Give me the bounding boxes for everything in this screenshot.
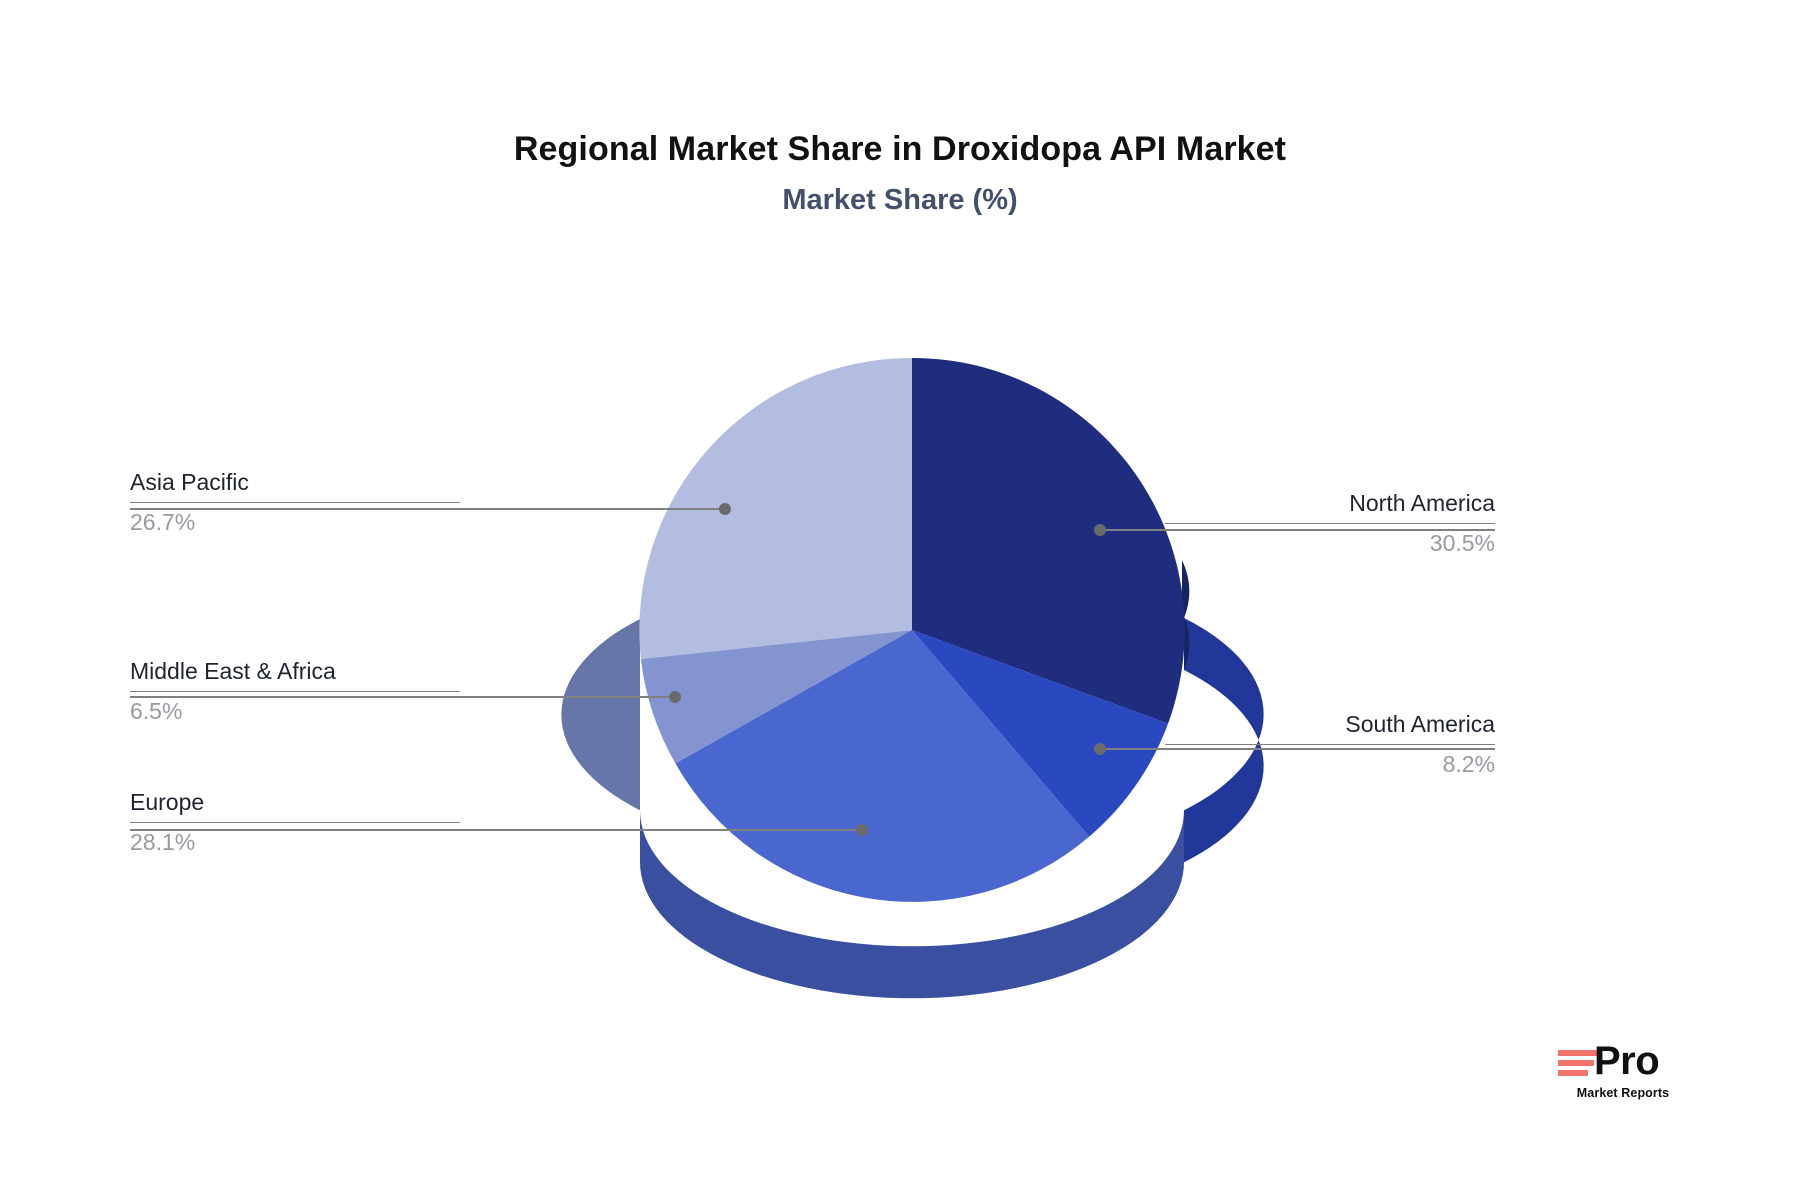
logo-mark: Pro [1558, 1039, 1688, 1084]
chart-subtitle: Market Share (%) [782, 184, 1018, 216]
label-europe[interactable]: Europe 28.1% [130, 787, 460, 857]
leader-lines [130, 508, 1495, 831]
logo-bar-2 [1558, 1060, 1594, 1066]
label-middle-east-africa-value: 6.5% [130, 698, 183, 724]
slice-south-america[interactable] [912, 630, 1169, 837]
chart-title: Regional Market Share in Droxidopa API M… [513, 130, 1287, 168]
logo-bars-icon [1558, 1050, 1602, 1080]
leader-dot-asia-pacific [719, 503, 731, 515]
label-asia-pacific-rule [130, 502, 460, 503]
slice-asia-pacific[interactable] [639, 357, 912, 659]
label-north-america[interactable]: North America 30.5% [1165, 488, 1495, 558]
label-asia-pacific-name: Asia Pacific [130, 469, 249, 495]
pie-3d-depth [561, 560, 1264, 999]
slice-middle-east-africa[interactable] [640, 630, 912, 764]
leader-dots [669, 503, 1106, 836]
label-europe-rule [130, 822, 460, 823]
slice-side-south-america [1184, 618, 1264, 863]
label-europe-value: 28.1% [130, 829, 196, 855]
logo-wordmark: Pro [1594, 1039, 1660, 1083]
logo-tagline: Market Reports [1576, 1086, 1670, 1100]
logo-bar-3 [1558, 1070, 1588, 1076]
label-middle-east-africa-name: Middle East & Africa [130, 658, 336, 684]
label-middle-east-africa-rule [130, 691, 460, 692]
slice-north-america[interactable] [912, 357, 1185, 724]
logo-bar-1 [1558, 1050, 1602, 1056]
label-north-america-name: North America [1349, 490, 1495, 516]
label-middle-east-africa[interactable]: Middle East & Africa 6.5% [130, 656, 460, 726]
label-asia-pacific[interactable]: Asia Pacific 26.7% [130, 467, 460, 537]
label-south-america-rule [1165, 744, 1495, 745]
pro-market-reports-logo: Pro Market Reports [1558, 1039, 1688, 1108]
label-south-america[interactable]: South America 8.2% [1165, 709, 1495, 779]
slice-side-north-america [1182, 560, 1190, 670]
slice-side-middle-east-africa [561, 619, 640, 863]
pie-slices [639, 357, 1185, 902]
slice-europe[interactable] [675, 630, 1090, 902]
leader-dot-middle-east-africa [669, 691, 681, 703]
label-south-america-name: South America [1345, 711, 1495, 737]
title-block: Regional Market Share in Droxidopa API M… [0, 128, 1800, 218]
label-north-america-value: 30.5% [1429, 530, 1495, 556]
slice-side-europe [640, 810, 1184, 999]
label-north-america-rule [1165, 523, 1495, 524]
label-asia-pacific-value: 26.7% [130, 509, 196, 535]
leader-dot-north-america [1094, 524, 1106, 536]
label-europe-name: Europe [130, 789, 205, 815]
leader-dot-south-america [1094, 743, 1106, 755]
leader-dot-europe [856, 824, 868, 836]
label-south-america-value: 8.2% [1442, 751, 1495, 777]
